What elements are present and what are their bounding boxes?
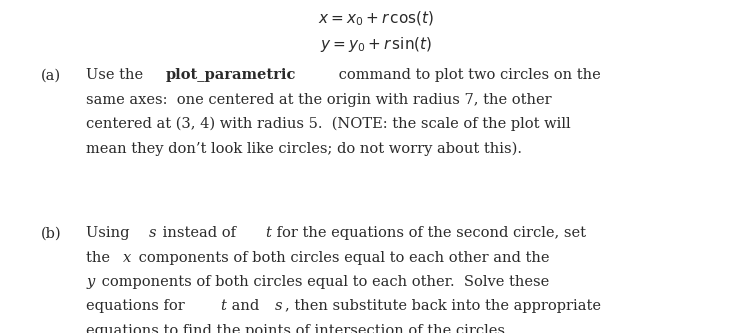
Text: same axes:  one centered at the origin with radius 7, the other: same axes: one centered at the origin wi… [86,93,552,107]
Text: plot_parametric: plot_parametric [166,68,296,82]
Text: equations to find the points of intersection of the circles.: equations to find the points of intersec… [86,324,510,333]
Text: components of both circles equal to each other and the: components of both circles equal to each… [134,251,550,265]
Text: (a): (a) [41,68,62,82]
Text: centered at (3, 4) with radius 5.  (NOTE: the scale of the plot will: centered at (3, 4) with radius 5. (NOTE:… [86,117,571,131]
Text: command to plot two circles on the: command to plot two circles on the [335,68,601,82]
Text: y: y [86,275,95,289]
Text: Use the: Use the [86,68,148,82]
Text: Using: Using [86,226,135,240]
Text: $x = x_0 + r\,\cos(t)$: $x = x_0 + r\,\cos(t)$ [318,10,434,28]
Text: mean they don’t look like circles; do not worry about this).: mean they don’t look like circles; do no… [86,141,523,156]
Text: the: the [86,251,115,265]
Text: t: t [265,226,271,240]
Text: , then substitute back into the appropriate: , then substitute back into the appropri… [285,299,601,313]
Text: components of both circles equal to each other.  Solve these: components of both circles equal to each… [97,275,550,289]
Text: instead of: instead of [158,226,241,240]
Text: t: t [220,299,226,313]
Text: (b): (b) [41,226,62,240]
Text: x: x [123,251,132,265]
Text: equations for: equations for [86,299,190,313]
Text: $y = y_0 + r\,\sin(t)$: $y = y_0 + r\,\sin(t)$ [320,35,432,54]
Text: and: and [227,299,264,313]
Text: for the equations of the second circle, set: for the equations of the second circle, … [272,226,587,240]
Text: s: s [275,299,283,313]
Text: s: s [149,226,156,240]
